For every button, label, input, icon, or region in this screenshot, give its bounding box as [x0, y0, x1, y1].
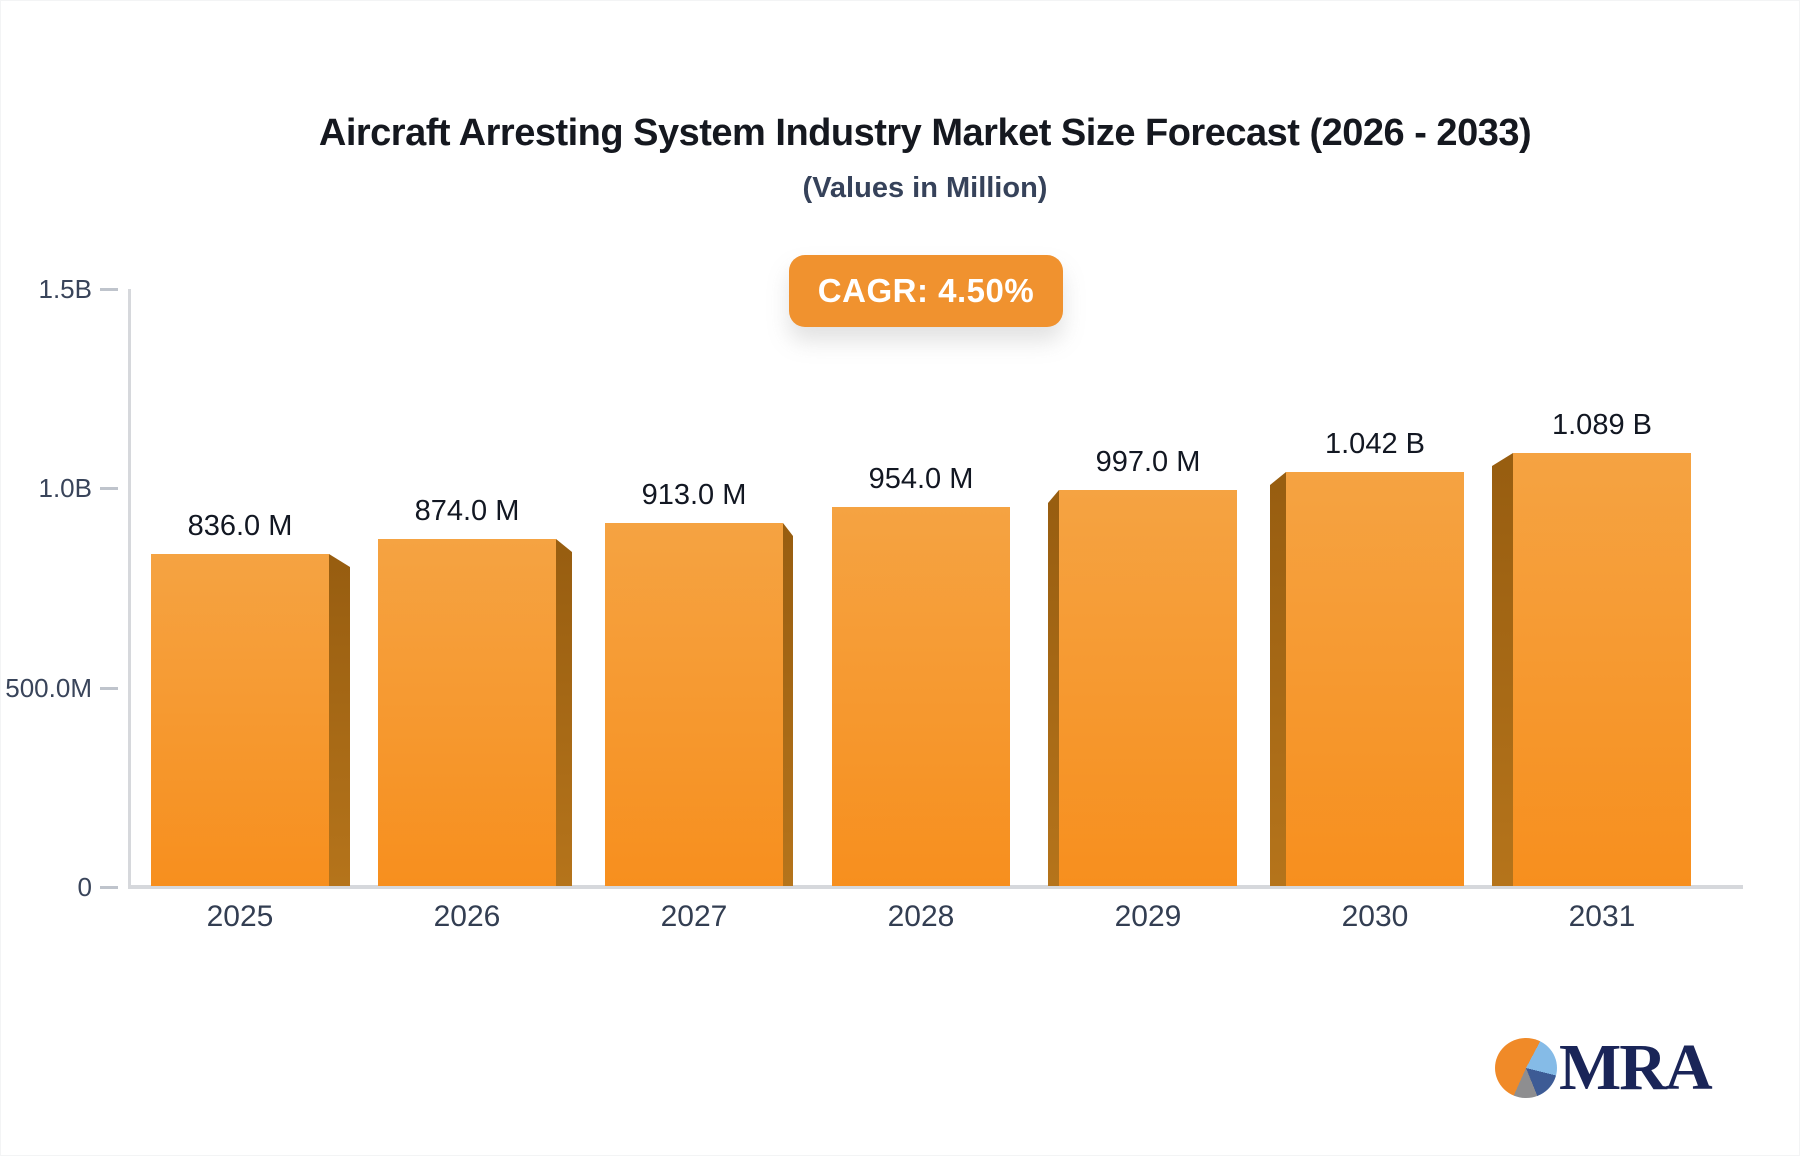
- bar-value-label: 1.089 B: [1552, 409, 1652, 441]
- y-tick-mark: [100, 288, 118, 291]
- logo-text: MRA: [1559, 1031, 1713, 1104]
- x-tick-label: 2025: [206, 900, 274, 933]
- chart-subtitle: (Values in Million): [802, 172, 1048, 204]
- x-axis-line: [128, 885, 1743, 889]
- bar: [605, 523, 783, 886]
- bar-side-face: [556, 539, 572, 886]
- bar-value-label: 913.0 M: [641, 479, 747, 511]
- bar-side-face: [1492, 453, 1513, 886]
- bar-side-face: [1270, 472, 1286, 886]
- bar-side-face: [1048, 490, 1059, 886]
- bar-value-label: 954.0 M: [868, 463, 974, 495]
- x-tick-label: 2027: [660, 900, 728, 933]
- chart-title: Aircraft Arresting System Industry Marke…: [318, 112, 1532, 154]
- x-tick-label: 2029: [1114, 900, 1182, 933]
- bar-value-label: 1.042 B: [1325, 428, 1425, 460]
- bar: [151, 554, 329, 886]
- bar: [1286, 472, 1464, 886]
- y-tick-mark: [100, 886, 118, 889]
- x-tick-label: 2028: [887, 900, 955, 933]
- logo-pie-icon: [1495, 1038, 1557, 1098]
- x-tick-label: 2031: [1568, 900, 1636, 933]
- y-tick-label: 1.5B: [38, 274, 93, 304]
- bar-side-face: [329, 554, 350, 886]
- bar: [1513, 453, 1691, 886]
- y-tick-label: 500.0M: [5, 672, 92, 703]
- cagr-badge: CAGR: 4.50%: [789, 255, 1063, 327]
- x-tick-label: 2026: [433, 900, 501, 933]
- y-tick-label: 0: [77, 872, 92, 902]
- y-axis-line: [128, 289, 131, 887]
- y-tick-mark: [100, 686, 118, 690]
- bar: [1059, 490, 1237, 886]
- bar-side-face: [783, 523, 793, 886]
- bar-value-label: 997.0 M: [1095, 446, 1201, 478]
- bar: [378, 539, 556, 886]
- y-tick-mark: [100, 487, 118, 491]
- x-tick-label: 2030: [1341, 900, 1409, 933]
- bar: [832, 507, 1010, 886]
- bar-value-label: 836.0 M: [187, 510, 293, 542]
- bar-value-label: 874.0 M: [414, 495, 520, 527]
- y-tick-label: 1.0B: [38, 473, 93, 504]
- brand-logo: MRA: [1495, 1031, 1713, 1104]
